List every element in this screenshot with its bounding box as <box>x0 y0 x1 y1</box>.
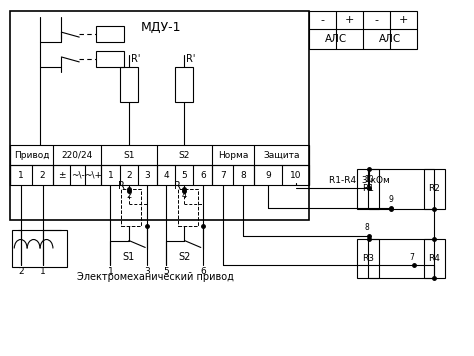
Text: АЛС: АЛС <box>325 34 347 44</box>
Text: 9: 9 <box>388 195 393 204</box>
Text: 220/24: 220/24 <box>62 151 93 160</box>
Text: 8: 8 <box>365 223 369 232</box>
Bar <box>96 26 124 42</box>
Text: R': R' <box>186 54 196 64</box>
Text: 1: 1 <box>18 171 24 179</box>
Text: -: - <box>321 15 325 25</box>
Text: 7: 7 <box>409 253 414 262</box>
Text: Электромеханический привод: Электромеханический привод <box>77 272 234 282</box>
Bar <box>10 165 310 185</box>
Text: 3: 3 <box>144 267 150 276</box>
Text: МДУ-1: МДУ-1 <box>141 21 181 34</box>
Text: ~\+: ~\+ <box>84 171 102 179</box>
Text: R4: R4 <box>428 254 440 263</box>
Bar <box>12 230 67 267</box>
Text: 2: 2 <box>126 192 131 200</box>
Text: 4: 4 <box>182 192 187 200</box>
Bar <box>178 189 198 226</box>
Text: 10: 10 <box>364 176 374 184</box>
Text: +: + <box>345 15 354 25</box>
Text: 3: 3 <box>144 171 150 179</box>
Text: ~\-: ~\- <box>71 171 85 179</box>
Text: S1: S1 <box>123 252 135 262</box>
Bar <box>175 67 193 101</box>
Text: S2: S2 <box>179 151 190 160</box>
Text: +: + <box>399 15 408 25</box>
Text: 2: 2 <box>126 171 132 179</box>
Text: 2: 2 <box>18 267 24 276</box>
Bar <box>10 145 310 165</box>
Text: ±: ± <box>58 171 65 179</box>
Text: 4: 4 <box>163 171 169 179</box>
Text: 1: 1 <box>108 267 113 276</box>
Text: R2: R2 <box>428 184 440 193</box>
Text: 6: 6 <box>200 267 206 276</box>
Bar <box>96 51 124 67</box>
Text: Защита: Защита <box>264 151 300 160</box>
Text: 10: 10 <box>290 171 301 179</box>
Text: 6: 6 <box>200 171 206 179</box>
Text: 1: 1 <box>108 171 113 179</box>
Text: R1: R1 <box>362 184 374 193</box>
Text: 5: 5 <box>182 171 187 179</box>
Text: S1: S1 <box>123 151 135 160</box>
Text: Норма: Норма <box>218 151 248 160</box>
Bar <box>357 169 379 209</box>
Bar <box>424 169 446 209</box>
Text: R': R' <box>131 54 140 64</box>
Bar <box>424 239 446 278</box>
Text: R3: R3 <box>362 254 374 263</box>
Bar <box>357 239 379 278</box>
Text: -: - <box>374 15 378 25</box>
Text: Привод: Привод <box>14 151 49 160</box>
Bar <box>121 189 141 226</box>
Text: 2: 2 <box>40 171 46 179</box>
Text: 9: 9 <box>265 171 271 179</box>
Bar <box>120 67 138 101</box>
Text: 7: 7 <box>220 171 226 179</box>
Text: R1-R4  3 кОм: R1-R4 3 кОм <box>329 177 390 185</box>
Text: 1: 1 <box>40 267 46 276</box>
Bar <box>10 11 310 220</box>
Text: 5: 5 <box>163 267 169 276</box>
Bar <box>310 11 417 49</box>
Text: R: R <box>173 181 181 191</box>
Text: 8: 8 <box>241 171 246 179</box>
Text: S2: S2 <box>178 252 191 262</box>
Text: R: R <box>118 181 125 191</box>
Text: АЛС: АЛС <box>379 34 401 44</box>
